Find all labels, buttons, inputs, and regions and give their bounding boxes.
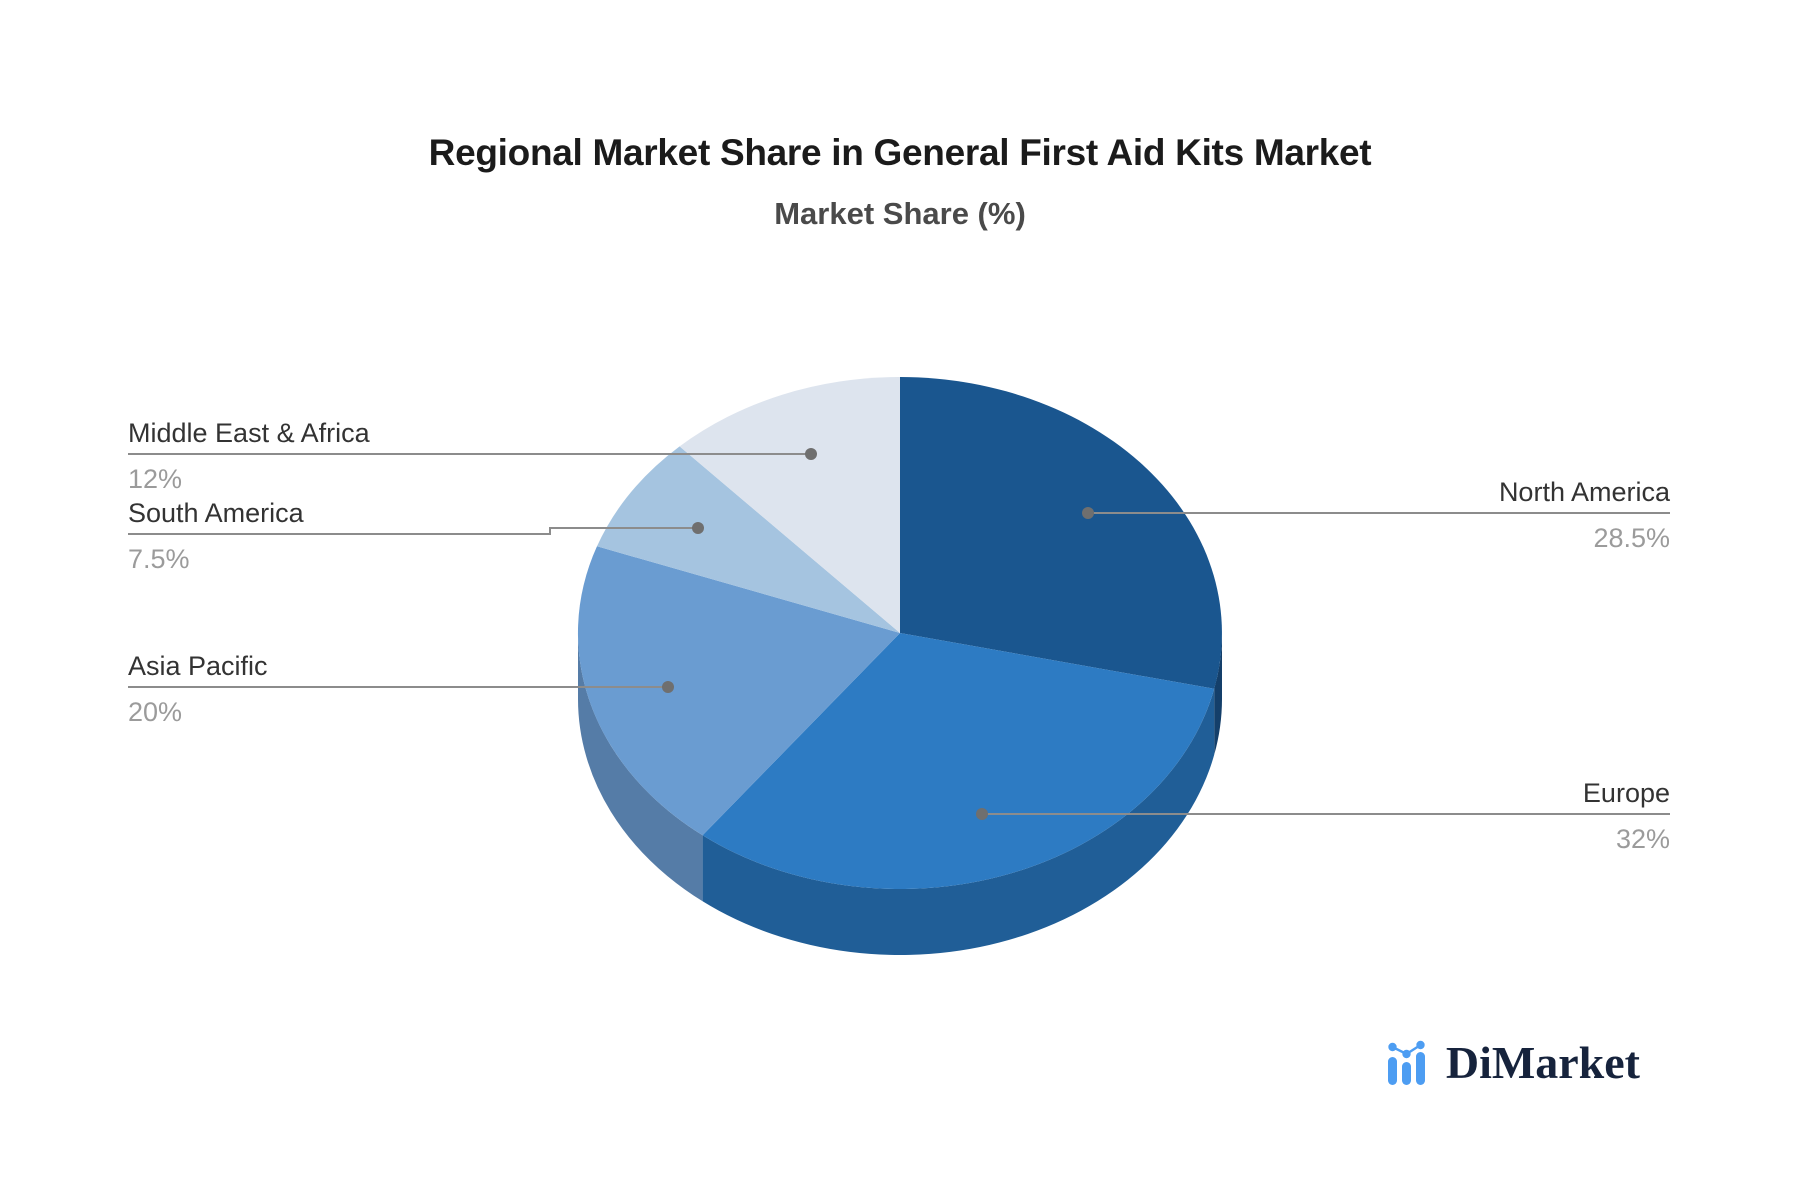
slice-label-north-america: North America — [1498, 477, 1670, 507]
pie-slice-middle-east-africa[interactable] — [679, 377, 900, 633]
pie-slice-europe[interactable] — [702, 633, 1215, 890]
logo-bar — [1387, 1057, 1397, 1085]
logo-bar — [1401, 1062, 1411, 1085]
slice-label-asia-pacific: Asia Pacific — [128, 651, 268, 681]
pie-side-asia-pacific — [577, 633, 703, 902]
slice-label-middle-east-africa: Middle East & Africa — [128, 418, 370, 448]
slice-value-europe: 32% — [1615, 824, 1670, 854]
pie-slice-south-america[interactable] — [597, 446, 900, 633]
pie-slice-asia-pacific[interactable] — [577, 546, 900, 836]
slice-label-europe: Europe — [1582, 778, 1670, 808]
dimarket-logo: DiMarket — [1386, 1040, 1640, 1086]
logo-dot — [1416, 1040, 1425, 1050]
leader-dot-middle-east-africa — [805, 448, 817, 460]
leader-dot-europe — [976, 808, 988, 820]
leader-dot-south-america — [692, 522, 704, 534]
pie-slice-north-america[interactable] — [900, 377, 1222, 689]
leader-dot-north-america — [1082, 507, 1094, 519]
chart-title: Regional Market Share in General First A… — [428, 132, 1372, 173]
pie-side-north-america — [1214, 633, 1222, 755]
logo-bar — [1415, 1052, 1425, 1085]
slice-value-middle-east-africa: 12% — [128, 464, 183, 494]
pie-side-europe — [702, 688, 1215, 956]
slice-label-south-america: South America — [128, 498, 304, 528]
logo-text: DiMarket — [1445, 1037, 1640, 1088]
slice-value-north-america: 28.5% — [1593, 523, 1670, 553]
logo-dot — [1388, 1042, 1397, 1052]
leader-dot-asia-pacific — [662, 681, 674, 693]
slice-value-asia-pacific: 20% — [128, 697, 183, 727]
chart-subtitle: Market Share (%) — [774, 196, 1026, 231]
slice-value-south-america: 7.5% — [128, 544, 190, 574]
logo-dot — [1402, 1049, 1411, 1059]
leader-line-south-america — [128, 527, 698, 535]
bar-line-chart-icon — [1387, 1040, 1425, 1085]
